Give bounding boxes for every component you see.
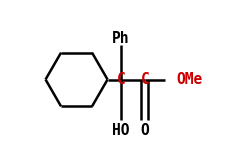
Text: Ph: Ph [112, 31, 130, 46]
Text: O: O [140, 123, 149, 138]
Text: C: C [140, 72, 149, 87]
Text: HO: HO [112, 123, 130, 138]
Text: C: C [117, 72, 125, 87]
Text: OMe: OMe [176, 72, 202, 87]
